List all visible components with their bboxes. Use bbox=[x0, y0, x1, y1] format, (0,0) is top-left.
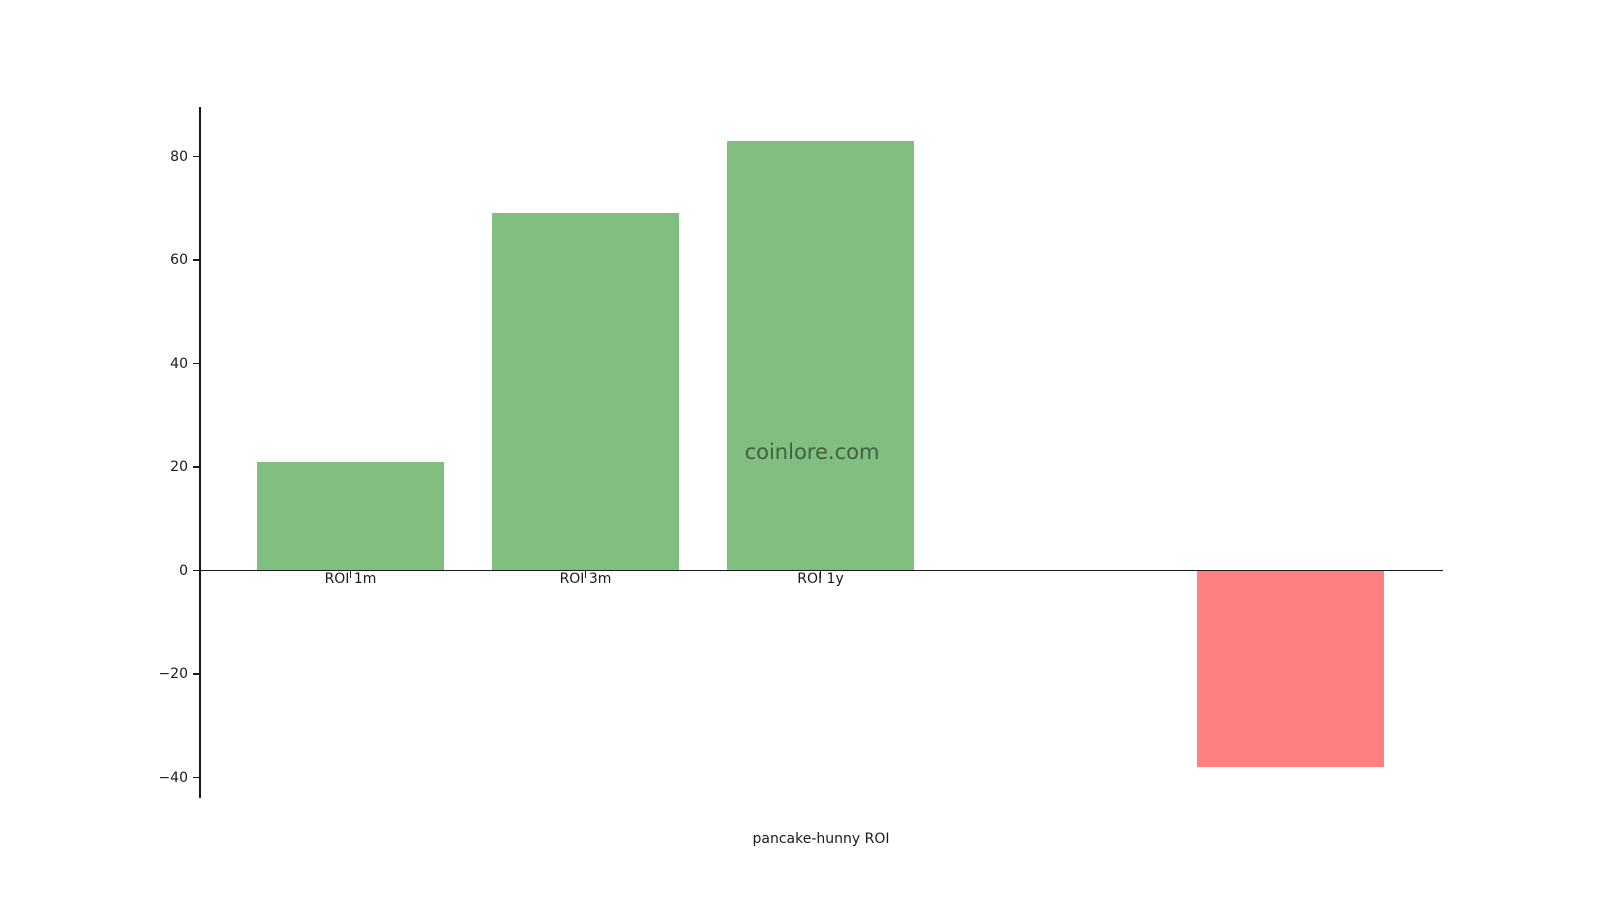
y-tick-label: −40 bbox=[158, 769, 188, 786]
x-tick-mark bbox=[819, 570, 822, 578]
x-tick-label: ROI 3m bbox=[559, 571, 612, 587]
x-axis-zero-line bbox=[200, 569, 1443, 572]
y-tick-label: 20 bbox=[170, 459, 188, 475]
y-tick-mark bbox=[193, 155, 200, 158]
y-tick-mark bbox=[193, 362, 200, 365]
y-tick-label: 60 bbox=[170, 252, 188, 268]
y-tick-mark bbox=[193, 673, 200, 675]
x-tick-mark bbox=[349, 570, 352, 578]
y-tick-label: 0 bbox=[179, 562, 188, 579]
y-tick-mark bbox=[193, 776, 200, 779]
watermark-text: coinlore.com bbox=[744, 440, 880, 464]
y-tick-label: −20 bbox=[158, 666, 188, 682]
y-tick-mark bbox=[193, 259, 200, 261]
x-tick-label: ROI 1y bbox=[797, 571, 844, 587]
y-tick-label: 80 bbox=[170, 148, 188, 165]
y-axis-spine bbox=[199, 107, 201, 798]
bar-roi-1y bbox=[727, 140, 914, 571]
bar-roi-1m bbox=[257, 461, 444, 571]
y-tick-mark bbox=[193, 569, 200, 572]
bar-slot-4 bbox=[1197, 570, 1384, 768]
chart-title: pancake-hunny ROI bbox=[752, 831, 890, 847]
x-tick-label: ROI 1m bbox=[324, 571, 377, 587]
x-tick-mark bbox=[584, 570, 587, 578]
y-tick-mark bbox=[193, 466, 200, 468]
y-tick-label: 40 bbox=[170, 355, 188, 372]
bar-roi-3m bbox=[492, 213, 679, 571]
